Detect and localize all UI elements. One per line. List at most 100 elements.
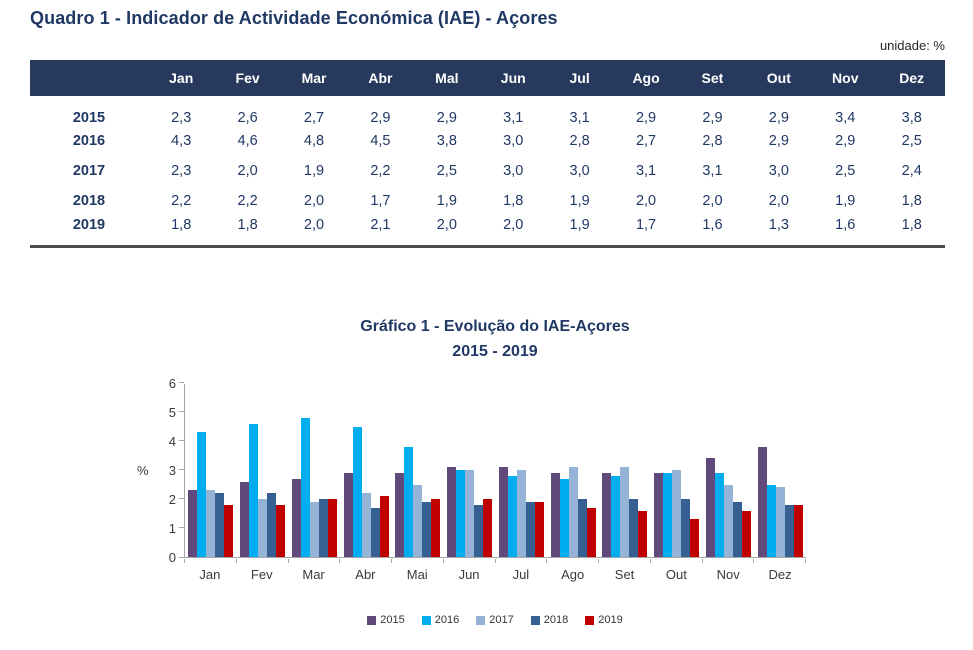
value-cell: 1,8 (901, 217, 922, 234)
y-tick-label-1: 1 (168, 521, 176, 536)
value-cell: 1,9 (436, 193, 457, 209)
bar-2019-Nov (741, 510, 751, 557)
value-cell: 2,1 (370, 217, 391, 234)
y-tick-label-4: 4 (168, 434, 176, 449)
bar-2017-Mar (309, 501, 319, 557)
value-cell: 4,5 (370, 133, 391, 149)
legend-label-2018: 2018 (543, 614, 569, 626)
x-tick-label-Out: Out (665, 567, 687, 582)
value-cell: 2,5 (436, 163, 457, 179)
year-label-2015: 2015 (72, 109, 106, 126)
value-cell: 3,0 (569, 163, 590, 179)
x-tick-label-Abr: Abr (355, 567, 376, 582)
x-tick-label-Jan: Jan (199, 567, 221, 582)
year-label-2019: 2019 (72, 217, 106, 234)
value-cell: 2,2 (237, 193, 258, 209)
bar-2018-Dez (784, 504, 794, 557)
x-tick-label-Set: Set (614, 567, 635, 582)
bar-2016-Jun (456, 470, 466, 557)
bar-2015-Abr (343, 472, 353, 557)
month-column-header-Set: Set (679, 60, 746, 96)
bar-2016-Fev (249, 423, 259, 557)
value-cell: 2,0 (303, 193, 325, 209)
x-axis-labels: Jan Fev Mar Abr Mai Jun Jul Ago Set Out Nov Dez (184, 567, 806, 582)
bar-2015-Nov (705, 458, 715, 557)
value-cell: 2,8 (702, 133, 723, 149)
x-tick-mark (753, 559, 805, 563)
value-cell: 1,8 (171, 217, 192, 234)
month-column-header-Jan: Jan (148, 60, 215, 96)
value-cell: 2,0 (237, 163, 258, 179)
value-cell: 2,9 (768, 109, 789, 126)
bar-2017-Fev (258, 499, 268, 557)
chart-legend: 2015 2016 2017 2018 2019 (184, 614, 806, 626)
x-axis-ticks (184, 559, 806, 563)
bar-2018-Jun (474, 504, 484, 557)
value-cell: 2,5 (835, 163, 856, 179)
legend-swatch-2015 (367, 615, 377, 625)
bar-group-Abr (340, 384, 392, 557)
value-cell: 3,1 (635, 163, 657, 179)
legend-item-2018: 2018 (530, 614, 569, 626)
legend-item-2017: 2017 (476, 614, 514, 626)
bar-2016-Nov (714, 472, 724, 557)
value-cell: 3,8 (901, 109, 922, 126)
month-column-header-Nov: Nov (812, 60, 879, 96)
y-tick-mark (179, 469, 184, 470)
bar-2015-Jul (498, 467, 508, 557)
value-cell: 1,6 (702, 217, 723, 234)
table-header-row: Jan Fev Mar Abr Mal Jun Jul Ago Set Out Nov Dez (30, 60, 945, 96)
month-column-header-Abr: Abr (347, 60, 414, 96)
bar-group-Jul (496, 384, 548, 557)
legend-item-2016: 2016 (421, 614, 459, 626)
legend-label-2015: 2015 (380, 614, 405, 626)
value-cell: 1,9 (835, 193, 856, 209)
bar-2019-Mai (431, 499, 441, 557)
x-tick-label-Ago: Ago (561, 567, 585, 582)
value-cell: 2,0 (768, 193, 789, 209)
bar-2017-Out (672, 470, 682, 557)
x-tick-mark (494, 559, 547, 563)
value-cell: 2,0 (702, 193, 723, 209)
y-tick-mark (179, 498, 184, 499)
bar-2015-Fev (240, 481, 250, 557)
bar-2018-Mai (422, 501, 432, 557)
bar-2015-Jun (447, 467, 457, 557)
x-tick-mark (339, 559, 391, 563)
y-tick-label-3: 3 (168, 463, 176, 478)
value-cell: 3,4 (835, 109, 856, 126)
bar-2017-Mai (413, 484, 423, 557)
bar-2016-Mar (300, 417, 310, 557)
value-cell: 2,3 (171, 163, 192, 179)
value-cell: 1,7 (635, 217, 657, 234)
bar-group-Set (599, 384, 651, 557)
bar-2017-Dez (775, 487, 785, 557)
year-label-2018: 2018 (72, 193, 106, 209)
value-cell: 3,0 (503, 163, 524, 179)
bar-2018-Jul (525, 501, 535, 557)
legend-swatch-2018 (530, 615, 540, 625)
month-column-header-Out: Out (745, 60, 813, 96)
value-cell: 3,0 (503, 133, 524, 149)
bar-group-Mai (392, 384, 444, 557)
bar-group-Fev (237, 384, 289, 557)
y-tick-label-6: 6 (168, 376, 176, 391)
y-tick-mark (179, 382, 184, 383)
bar-2019-Abr (379, 496, 389, 557)
bars-row (185, 384, 806, 557)
value-cell: 1,7 (370, 193, 391, 209)
unit-label: unidade: % (879, 38, 945, 53)
value-cell: 2,9 (635, 109, 657, 126)
value-cell: 2,6 (237, 109, 258, 126)
bar-2015-Dez (757, 446, 767, 557)
bar-group-Jun (444, 384, 496, 557)
x-tick-mark (391, 559, 443, 563)
table-row-2018: 2018 2,2 2,2 2,0 1,7 1,9 1,8 1,9 2,0 2,0 2,0 1,9 1,8 (30, 186, 945, 216)
x-tick-mark (235, 559, 288, 563)
x-tick-label-Nov: Nov (716, 567, 740, 582)
bar-2016-Ago (559, 478, 569, 557)
bar-2015-Mai (395, 472, 405, 557)
bar-2018-Out (681, 499, 691, 557)
value-cell: 3,1 (569, 109, 590, 126)
